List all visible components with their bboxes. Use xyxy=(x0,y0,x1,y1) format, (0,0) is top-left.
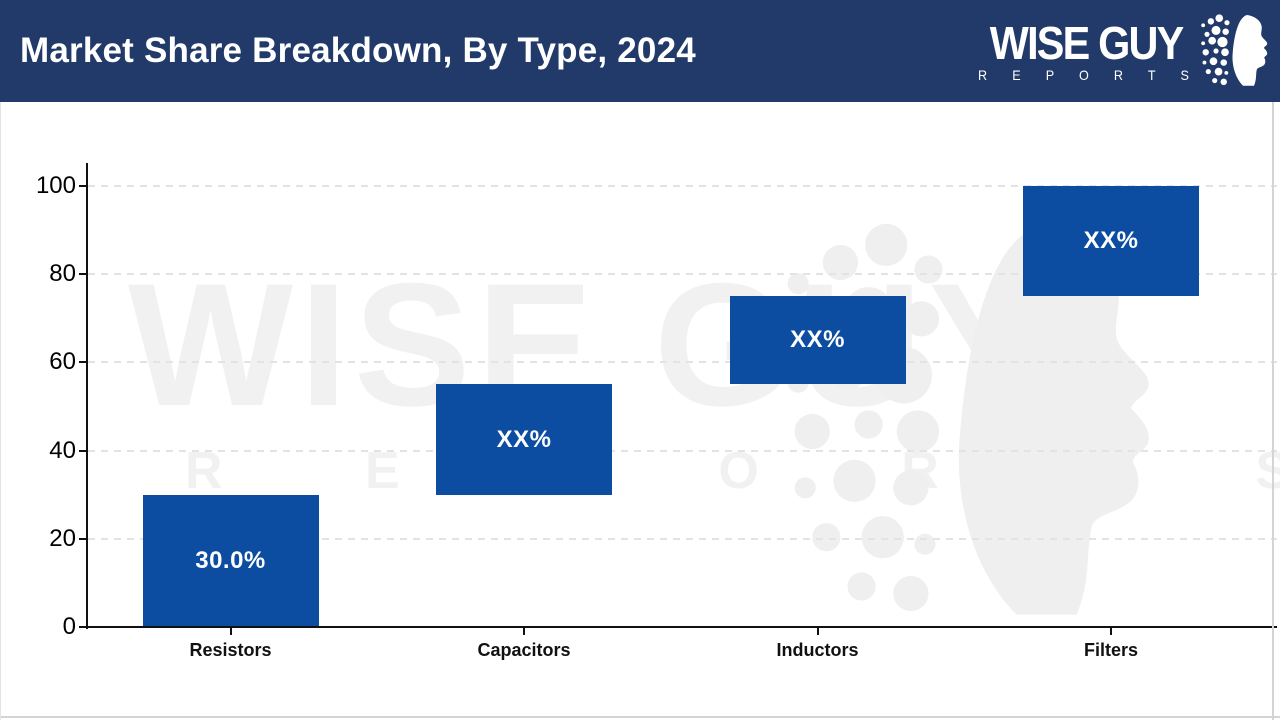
gridline xyxy=(88,185,1277,187)
bar-value-label: XX% xyxy=(1083,227,1139,255)
logo-wordmark: WISE GUY xyxy=(989,16,1184,69)
panel-border-left xyxy=(0,102,1,720)
category-label: Filters xyxy=(1083,640,1139,660)
bar-value-label: XX% xyxy=(496,425,552,453)
logo-text: WISE GUY R E P O R T S xyxy=(972,16,1200,84)
y-axis-tick xyxy=(79,626,88,628)
y-axis-tick-label: 80 xyxy=(49,260,76,288)
y-axis-tick xyxy=(79,185,88,187)
bar-value-label: XX% xyxy=(790,326,845,354)
wiseguy-head-icon xyxy=(1198,7,1272,95)
gridline xyxy=(88,449,1277,452)
category-label: Resistors xyxy=(189,640,272,660)
x-axis-tick xyxy=(1110,628,1112,635)
bar-resistors: 30.0% xyxy=(142,494,319,627)
gridline xyxy=(88,537,1277,540)
gridline xyxy=(88,273,1277,276)
page-title: Market Share Breakdown, By Type, 2024 xyxy=(20,31,696,70)
panel-border-bottom xyxy=(0,716,1280,718)
waterfall-chart: 0 20 40 60 80 100 30.0% Resistors XX% Capacitors X… xyxy=(0,102,1280,720)
y-axis-tick-label: 0 xyxy=(62,613,76,640)
bar-inductors: XX% xyxy=(729,296,906,385)
y-axis-tick xyxy=(79,449,88,452)
y-axis-tick-label: 60 xyxy=(49,348,76,376)
y-axis-tick-label: 100 xyxy=(35,172,76,199)
y-axis-tick-label: 20 xyxy=(49,524,76,552)
header-bar: Market Share Breakdown, By Type, 2024 WI… xyxy=(0,0,1280,102)
bar-capacitors: XX% xyxy=(436,384,612,495)
x-axis-tick xyxy=(523,628,525,635)
category-label: Capacitors xyxy=(477,640,571,660)
y-axis-tick xyxy=(79,361,88,364)
logo-subtitle: R E P O R T S xyxy=(977,67,1200,84)
x-axis-line xyxy=(86,626,1277,628)
y-axis-tick-label: 40 xyxy=(49,436,76,464)
bar-filters: XX% xyxy=(1023,186,1199,297)
bar-value-label: 30.0% xyxy=(195,546,266,574)
y-axis-tick xyxy=(79,537,88,540)
y-axis-line xyxy=(86,163,88,629)
x-axis-tick xyxy=(816,628,819,635)
y-axis-tick xyxy=(79,273,88,276)
wiseguy-logo: WISE GUY R E P O R T S xyxy=(960,7,1280,95)
x-axis-tick xyxy=(229,628,232,635)
panel-border-right xyxy=(1272,102,1274,720)
gridline xyxy=(88,361,1277,364)
category-label: Inductors xyxy=(776,640,859,660)
